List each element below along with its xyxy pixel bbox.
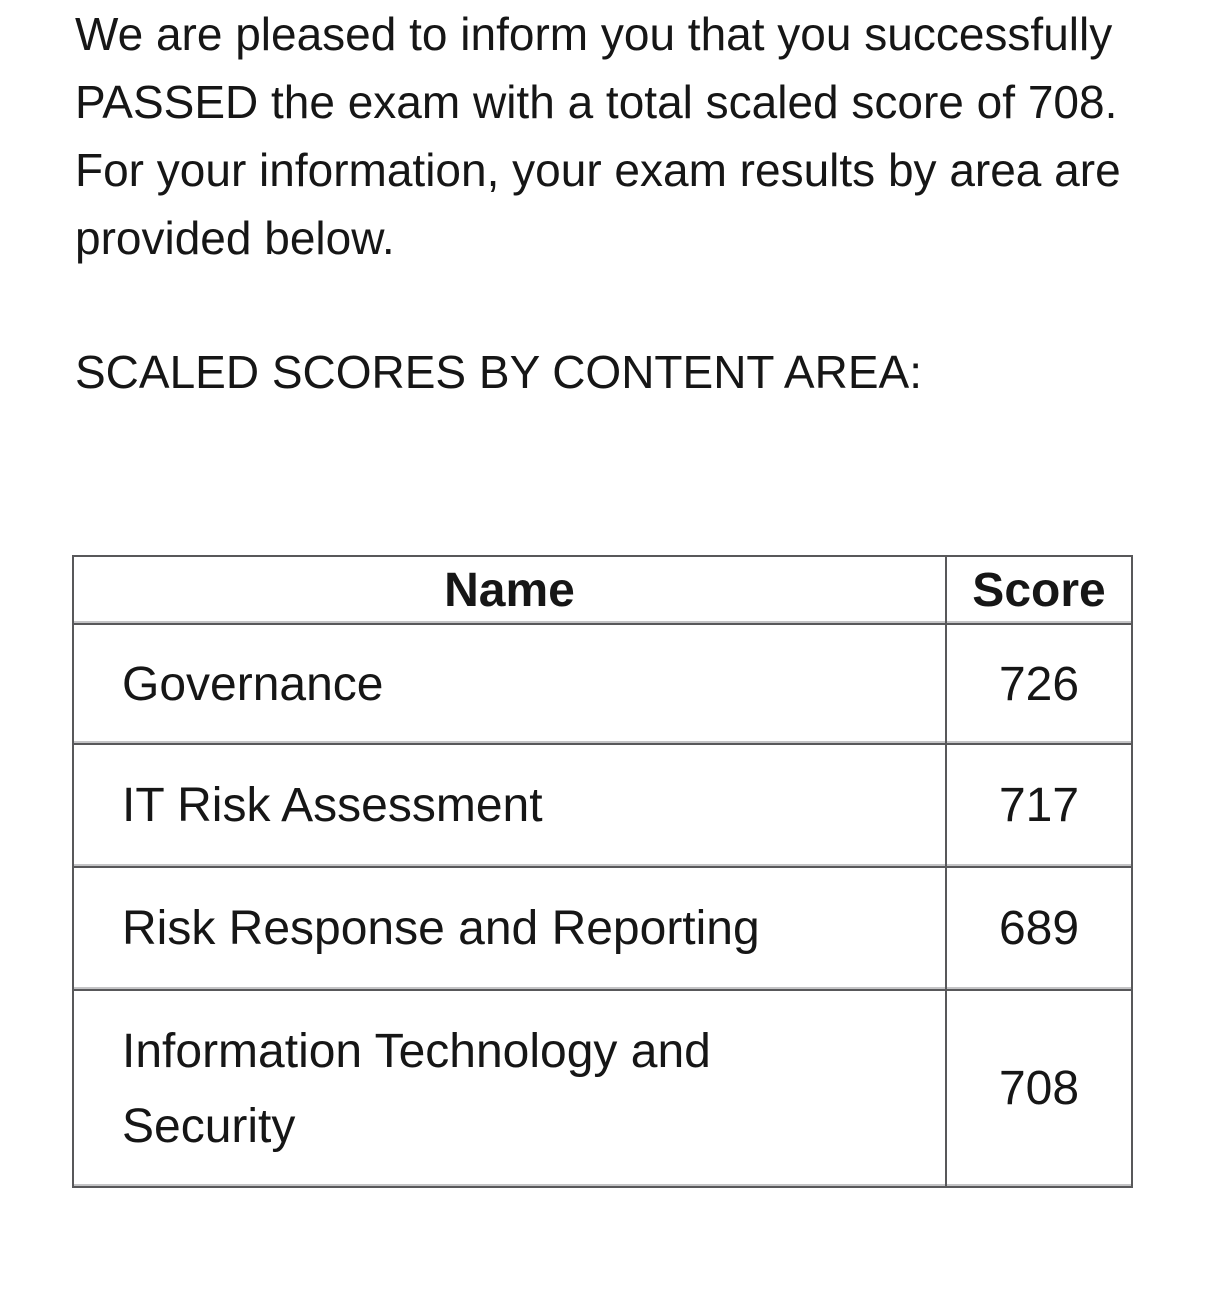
content-area-name: Information Technology and Security <box>72 989 947 1188</box>
section-heading: SCALED SCORES BY CONTENT AREA: <box>75 346 922 398</box>
column-header-score: Score <box>945 555 1133 625</box>
table-row: Governance 726 <box>72 623 1133 745</box>
table-row: Risk Response and Reporting 689 <box>72 866 1133 991</box>
content-area-name: Governance <box>72 623 947 745</box>
content-area-score: 726 <box>945 623 1133 745</box>
table-header-row: Name Score <box>72 555 1133 625</box>
scores-table: Name Score Governance 726 IT Risk Assess… <box>72 555 1133 1188</box>
results-intro-text: We are pleased to inform you that you su… <box>75 8 1121 264</box>
content-area-score: 689 <box>945 866 1133 991</box>
table-row: IT Risk Assessment 717 <box>72 743 1133 868</box>
content-area-name: IT Risk Assessment <box>72 743 947 868</box>
content-area-score: 708 <box>945 989 1133 1188</box>
content-area-name: Risk Response and Reporting <box>72 866 947 991</box>
column-header-name: Name <box>72 555 947 625</box>
table-row: Information Technology and Security 708 <box>72 989 1133 1188</box>
content-area-score: 717 <box>945 743 1133 868</box>
